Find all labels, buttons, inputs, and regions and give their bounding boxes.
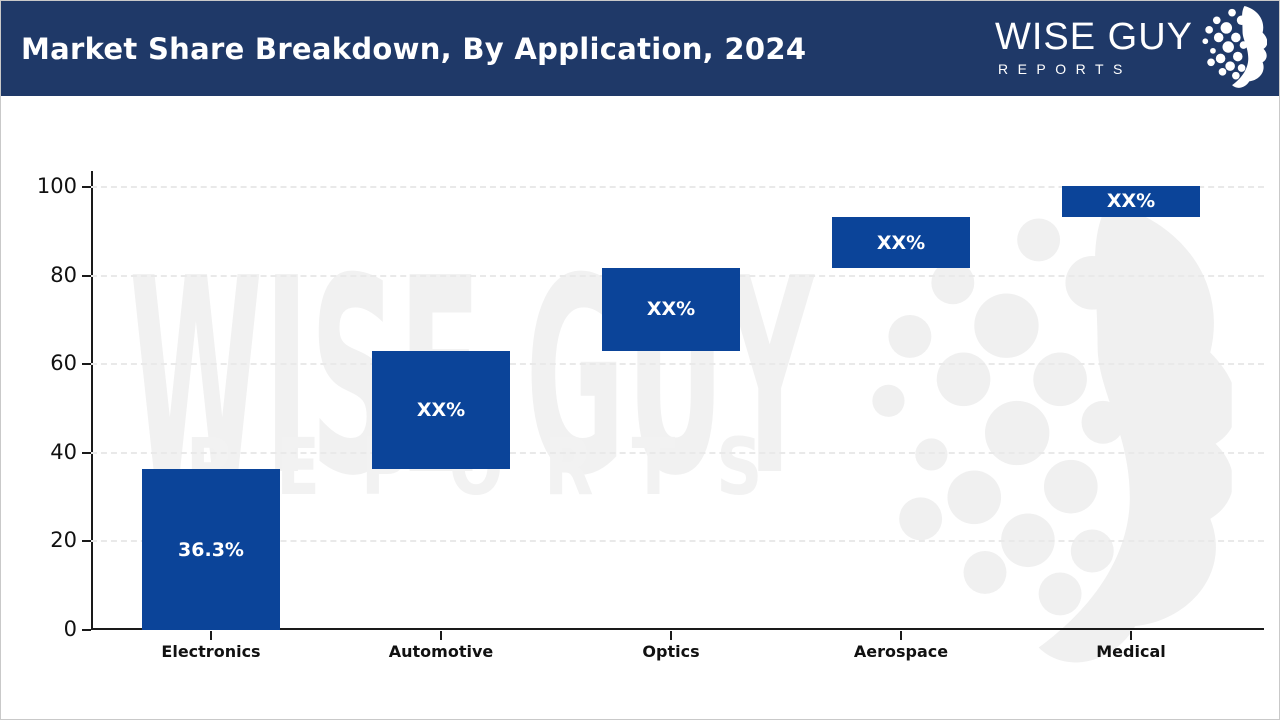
y-tick-label-80: 80 xyxy=(50,262,77,287)
y-tick-label-20: 20 xyxy=(50,528,77,553)
bar-value-label: XX% xyxy=(876,231,926,254)
gridline-40 xyxy=(91,451,1264,454)
y-tick-mark-100 xyxy=(82,186,91,188)
x-tick-label-optics: Optics xyxy=(642,642,700,661)
gridline-20 xyxy=(91,540,1264,543)
y-tick-mark-40 xyxy=(82,451,91,454)
x-tick-label-medical: Medical xyxy=(1096,642,1166,661)
chart-title: Market Share Breakdown, By Application, … xyxy=(21,31,807,66)
logo-subtitle: REPORTS xyxy=(997,60,1132,77)
y-tick-mark-0 xyxy=(82,629,91,631)
x-tick-label-electronics: Electronics xyxy=(161,642,261,661)
chart-plot-area: 0 20 40 60 80 100 36.3% XX% XX% XX% XX% Electroni… xyxy=(1,96,1279,719)
logo-text: WISE GUY REPORTS xyxy=(995,18,1193,77)
bar-value-label: XX% xyxy=(646,298,696,321)
x-tick-label-automotive: Automotive xyxy=(388,642,494,661)
header-bar: Market Share Breakdown, By Application, … xyxy=(1,1,1279,96)
gridline-60 xyxy=(91,363,1264,366)
x-tick-mark-optics xyxy=(670,631,672,640)
bar-value-label: 36.3% xyxy=(178,538,244,561)
bar-automotive: XX% xyxy=(372,350,510,470)
bar-value-label: XX% xyxy=(416,399,466,422)
y-tick-label-60: 60 xyxy=(50,351,77,376)
wiseguy-face-icon xyxy=(1199,5,1267,89)
y-tick-mark-20 xyxy=(82,540,91,543)
y-tick-label-100: 100 xyxy=(36,174,77,198)
logo-wordmark: WISE GUY xyxy=(994,15,1193,58)
y-tick-mark-60 xyxy=(82,363,91,366)
axes-frame xyxy=(91,171,1264,630)
bar-aerospace: XX% xyxy=(832,217,970,269)
x-tick-mark-medical xyxy=(1130,631,1132,640)
y-tick-label-40: 40 xyxy=(50,439,77,464)
bar-electronics: 36.3% xyxy=(142,469,280,630)
x-tick-mark-electronics xyxy=(210,631,212,640)
y-tick-mark-80 xyxy=(82,274,91,277)
x-tick-mark-aerospace xyxy=(900,631,902,640)
x-tick-label-aerospace: Aerospace xyxy=(853,642,949,661)
x-tick-mark-automotive xyxy=(440,631,442,640)
gridline-100 xyxy=(91,186,1264,188)
bar-value-label: XX% xyxy=(1106,190,1156,213)
bar-optics: XX% xyxy=(602,268,740,351)
y-tick-label-0: 0 xyxy=(63,617,77,641)
wiseguy-logo: WISE GUY REPORTS xyxy=(995,5,1267,89)
bar-medical: XX% xyxy=(1062,185,1200,218)
